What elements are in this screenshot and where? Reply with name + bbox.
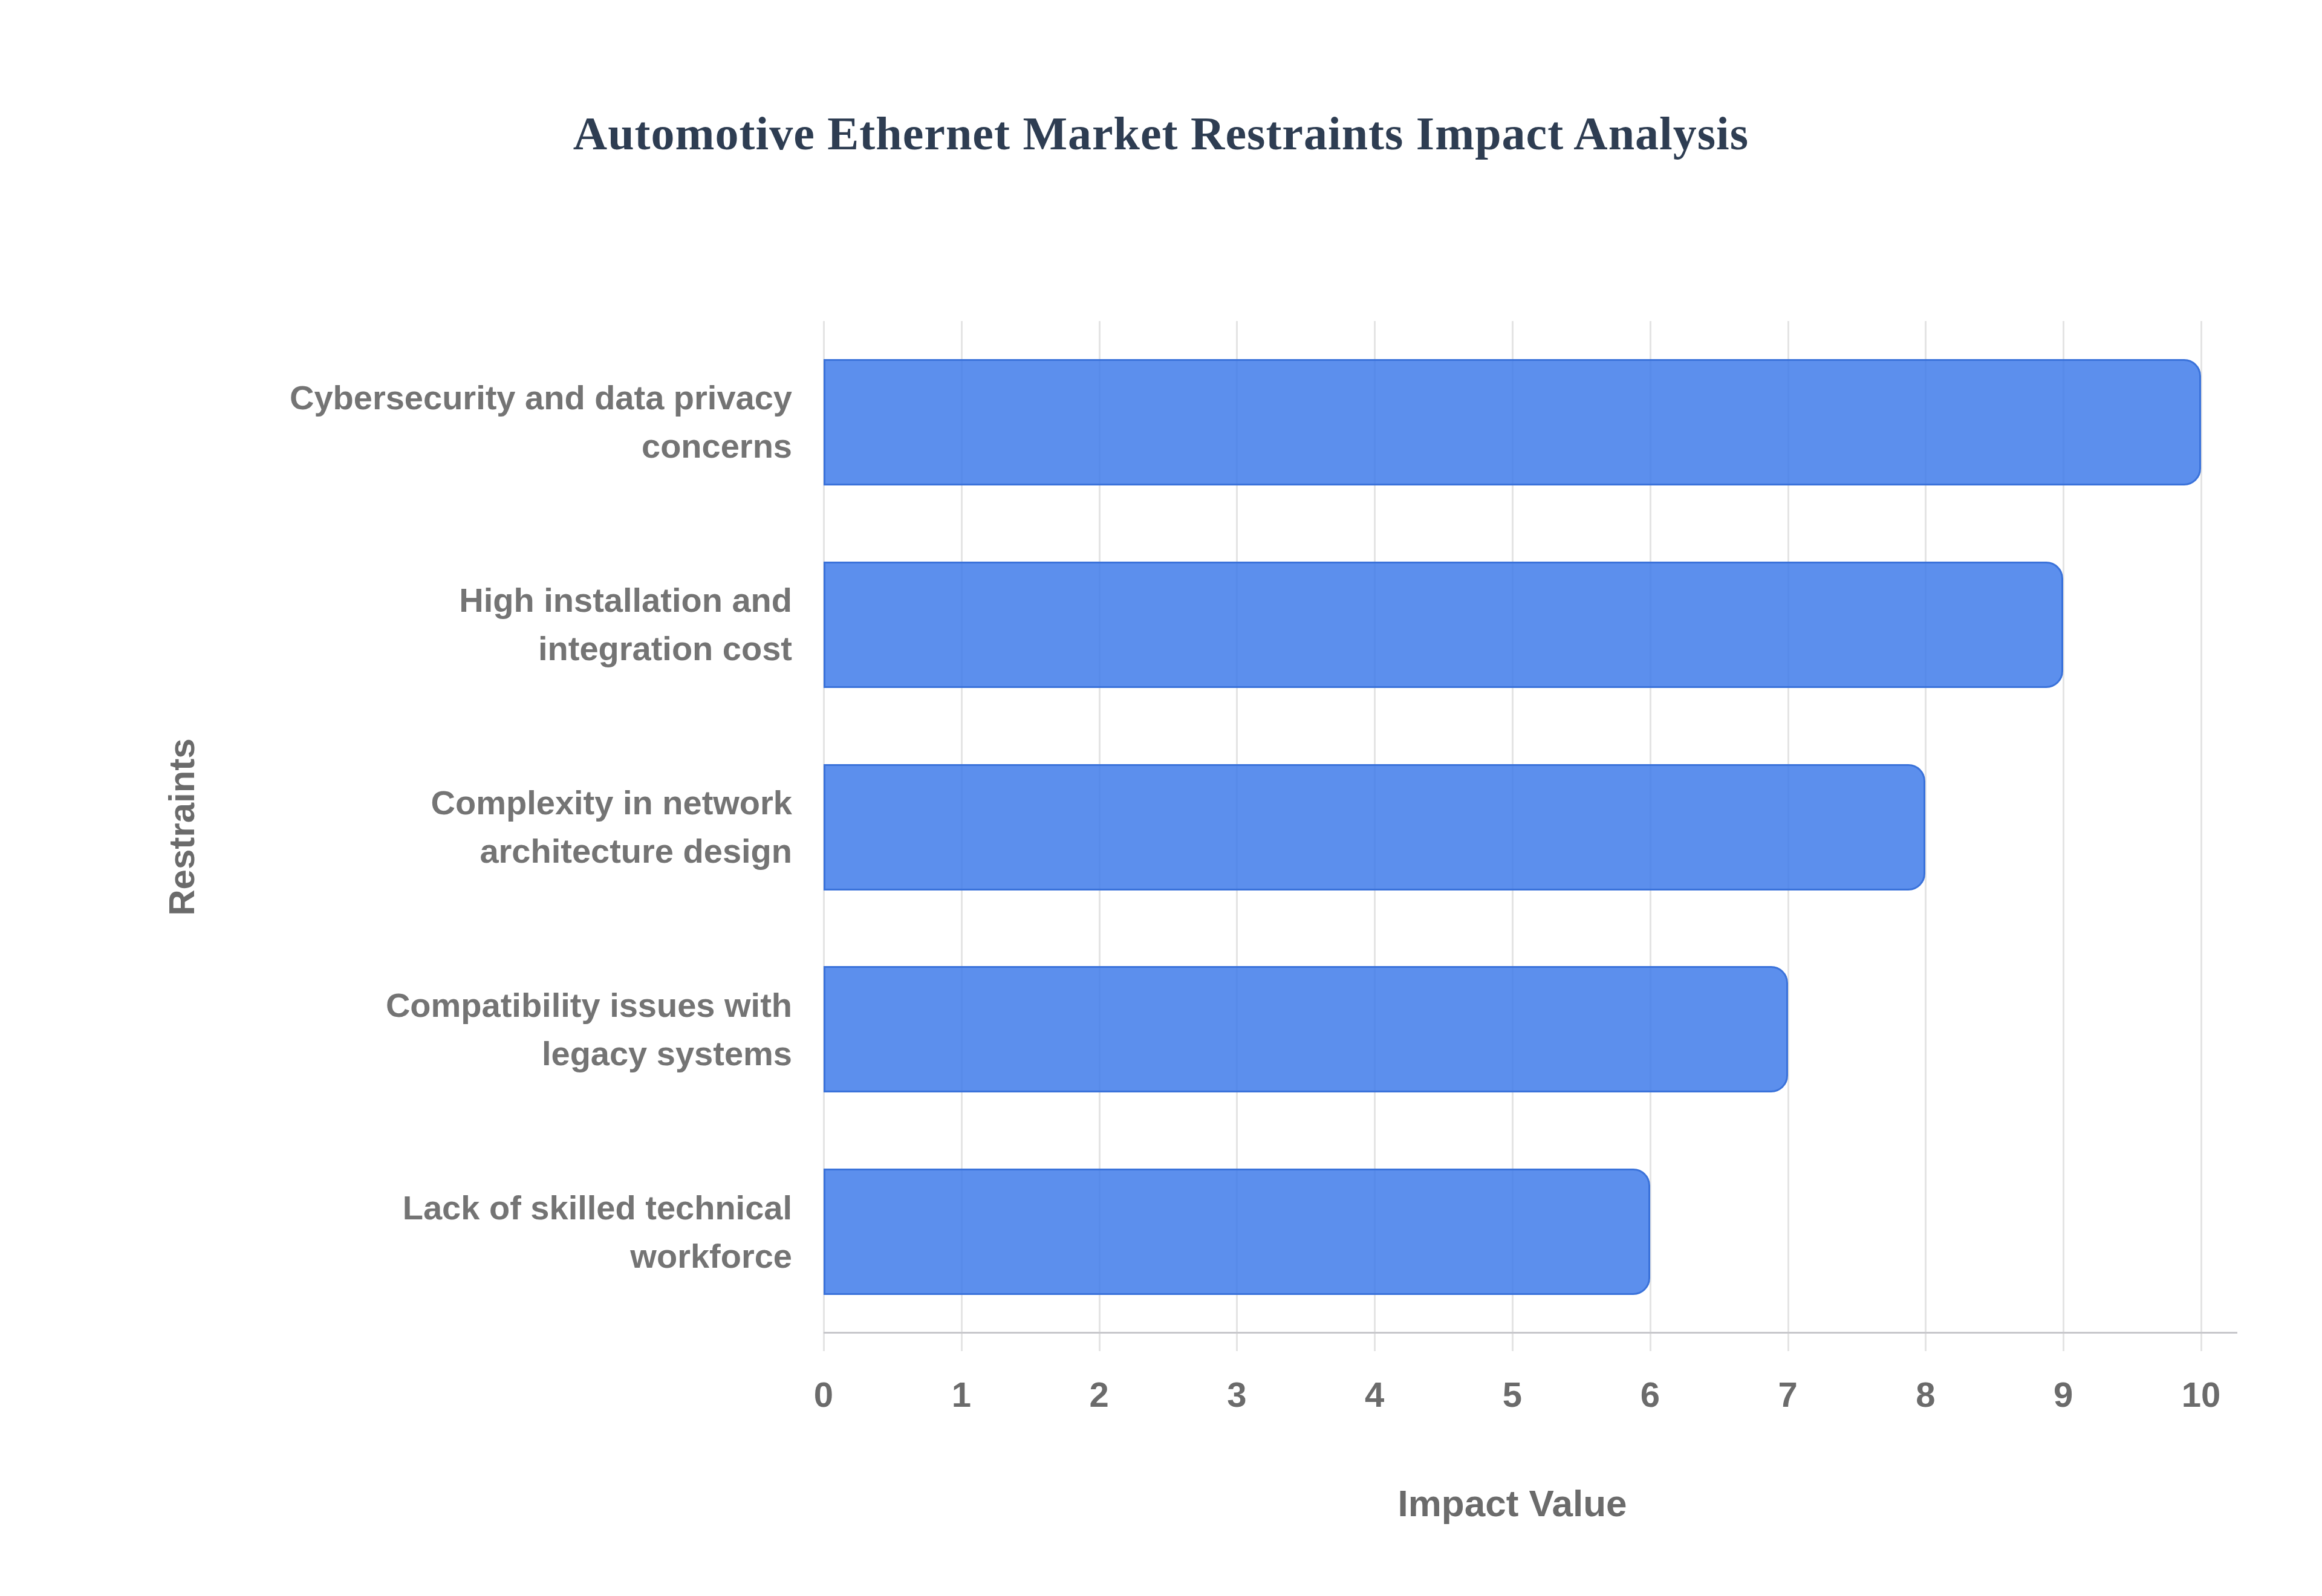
x-tick-label: 8 [1865, 1374, 1986, 1415]
bar [824, 359, 2201, 485]
x-tick-label: 4 [1314, 1374, 1435, 1415]
category-label: High installation and integration cost [248, 576, 792, 673]
bar [824, 1169, 1650, 1295]
category-label: Compatibility issues with legacy systems [248, 981, 792, 1078]
x-tick-label: 10 [2141, 1374, 2262, 1415]
gridline [2200, 321, 2202, 1351]
x-tick-label: 0 [763, 1374, 884, 1415]
plot-area: Cybersecurity and data privacy concerns H… [0, 0, 2322, 1596]
x-tick-label: 7 [1728, 1374, 1849, 1415]
x-axis-title: Impact Value [1240, 1482, 1784, 1525]
x-tick-label: 1 [901, 1374, 1022, 1415]
category-label: Complexity in network architecture desig… [248, 779, 792, 875]
category-label: Lack of skilled technical workforce [248, 1184, 792, 1280]
y-axis-title: Restraints [161, 738, 203, 915]
bar [824, 966, 1788, 1092]
category-label: Cybersecurity and data privacy concerns [248, 374, 792, 470]
x-axis-line [824, 1332, 2237, 1334]
x-tick-label: 3 [1176, 1374, 1297, 1415]
bar [824, 764, 1925, 890]
x-tick-label: 9 [2003, 1374, 2124, 1415]
bar [824, 562, 2063, 688]
x-tick-label: 5 [1452, 1374, 1573, 1415]
x-tick-label: 6 [1590, 1374, 1711, 1415]
x-tick-label: 2 [1039, 1374, 1160, 1415]
